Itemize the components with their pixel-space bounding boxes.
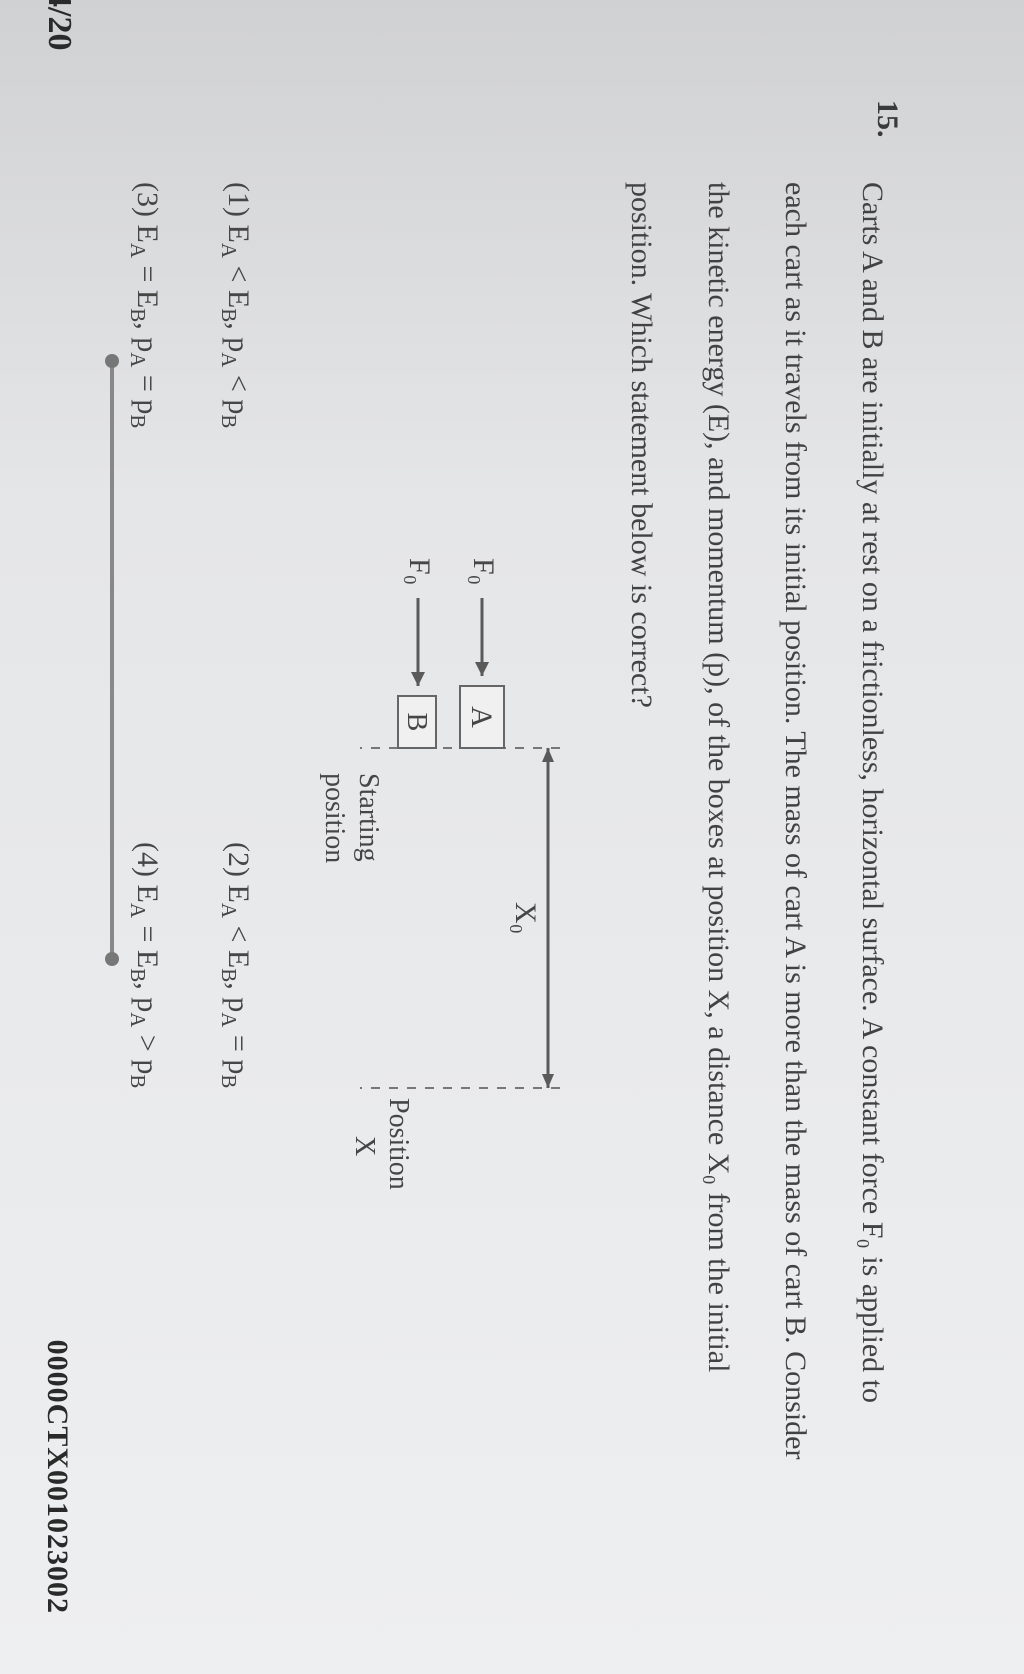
starting-l1: Starting: [353, 773, 384, 862]
force-a-label: F₀: [467, 558, 500, 585]
cart-b-label: B: [401, 713, 432, 732]
question-block: 15. Carts A and B are initially at rest …: [116, 100, 904, 1594]
page-number: 4/20: [40, 0, 78, 50]
question-number: 15.: [116, 100, 904, 150]
option-1: (1) EA < EB, pA < pB: [207, 182, 270, 722]
question-body: Carts A and B are initially at rest on a…: [116, 182, 904, 1594]
diagram-svg: X₀ F₀ A F₀ B: [310, 518, 570, 1258]
starting-l2: position: [319, 773, 350, 863]
posx-l1: Position: [383, 1098, 414, 1190]
option-4: (4) EA = EB, pA > pB: [116, 842, 179, 1382]
page-content: 15. Carts A and B are initially at rest …: [0, 0, 1024, 1674]
option-3: (3) EA = EB, pA = pB: [116, 182, 179, 722]
question-line: position. Which statement below is corre…: [610, 182, 673, 1594]
question-line: each cart as it travels from its initial…: [764, 182, 827, 1594]
diagram: X₀ F₀ A F₀ B: [310, 518, 570, 1258]
cart-a-label: A: [465, 706, 498, 728]
option-2: (2) EA < EB, pA = pB: [207, 842, 270, 1382]
x0-label: X₀: [509, 902, 542, 934]
document-code: 0000CTX001023002: [40, 1340, 74, 1614]
question-line: Carts A and B are initially at rest on a…: [841, 182, 904, 1594]
question-line: the kinetic energy (E), and momentum (p)…: [687, 182, 750, 1594]
force-b-label: F₀: [403, 558, 436, 585]
options-grid: (1) EA < EB, pA < pB (2) EA < EB, pA = p…: [116, 182, 270, 1594]
posx-l2: X: [349, 1136, 380, 1156]
divider-line: [110, 360, 114, 960]
